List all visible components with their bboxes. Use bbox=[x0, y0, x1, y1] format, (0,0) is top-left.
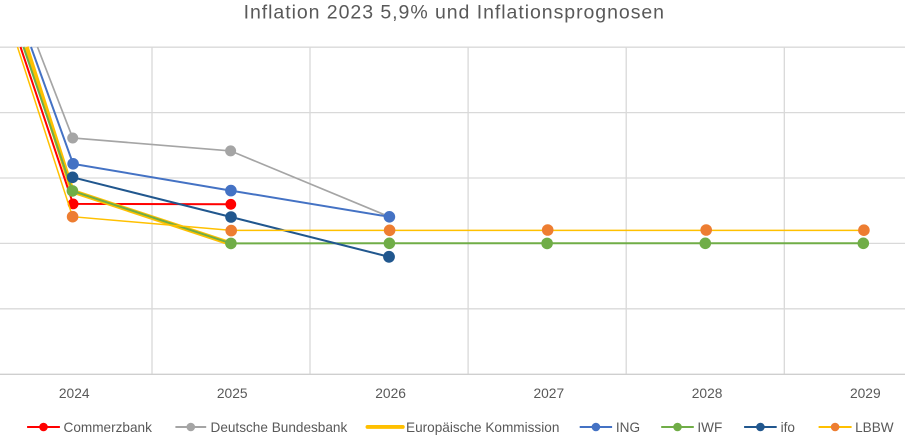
svg-text:2027: 2027 bbox=[533, 386, 564, 401]
svg-text:2024: 2024 bbox=[59, 386, 90, 401]
svg-text:ING: ING bbox=[616, 420, 640, 435]
svg-text:ifo: ifo bbox=[781, 420, 795, 435]
svg-text:Europäische Kommission: Europäische Kommission bbox=[406, 420, 559, 435]
svg-text:2026: 2026 bbox=[375, 386, 406, 401]
svg-text:LBBW: LBBW bbox=[855, 420, 894, 435]
svg-text:Commerzbank: Commerzbank bbox=[64, 420, 153, 435]
svg-text:IWF: IWF bbox=[697, 420, 722, 435]
svg-text:Deutsche Bundesbank: Deutsche Bundesbank bbox=[211, 420, 348, 435]
svg-text:Inflation 2023 5,9% und Inflat: Inflation 2023 5,9% und Inflationsprogno… bbox=[244, 2, 665, 24]
svg-text:2025: 2025 bbox=[217, 386, 248, 401]
svg-text:2029: 2029 bbox=[850, 386, 881, 401]
svg-text:2028: 2028 bbox=[692, 386, 723, 401]
